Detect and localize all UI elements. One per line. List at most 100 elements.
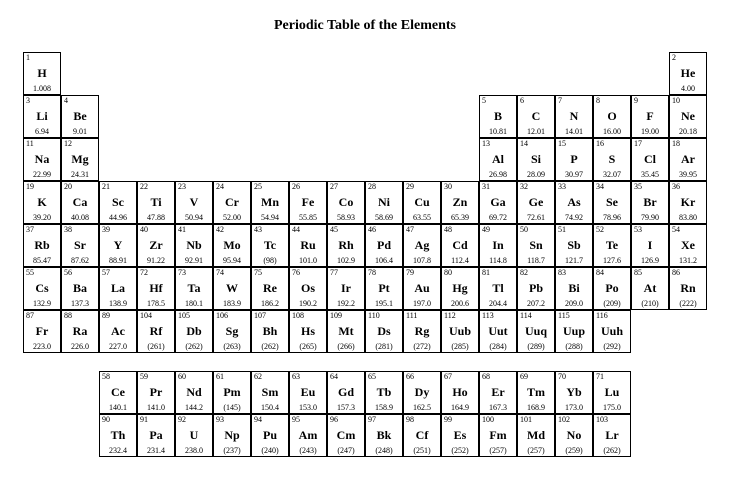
element-cell-Cf: 98Cf(251): [403, 414, 441, 457]
atomic-number: 77: [329, 269, 363, 277]
atomic-number: 80: [443, 269, 477, 277]
element-cell-Cm: 96Cm(247): [327, 414, 365, 457]
element-symbol: Hf: [139, 282, 173, 294]
atomic-mass: 28.09: [519, 170, 553, 180]
element-cell-O: 8O16.00: [593, 95, 631, 138]
element-cell-Uut: 113Uut(284): [479, 310, 517, 353]
element-cell-Hg: 80Hg200.6: [441, 267, 479, 310]
atomic-mass: 87.62: [63, 256, 97, 266]
element-symbol: Rh: [329, 239, 363, 251]
atomic-number: 57: [101, 269, 135, 277]
element-cell-Uuq: 114Uuq(289): [517, 310, 555, 353]
element-symbol: Db: [177, 325, 211, 337]
atomic-mass: 58.93: [329, 213, 363, 223]
atomic-mass: 190.2: [291, 299, 325, 309]
element-cell-Lr: 103Lr(262): [593, 414, 631, 457]
atomic-mass: 114.8: [481, 256, 515, 266]
atomic-mass: (210): [633, 299, 667, 309]
atomic-number: 81: [481, 269, 515, 277]
element-symbol: Os: [291, 282, 325, 294]
element-symbol: Fr: [25, 325, 59, 337]
atomic-number: 76: [291, 269, 325, 277]
element-cell-Br: 35Br79.90: [631, 181, 669, 224]
atomic-number: 48: [443, 226, 477, 234]
element-symbol: Cu: [405, 196, 439, 208]
element-cell-B: 5B10.81: [479, 95, 517, 138]
atomic-number: 69: [519, 373, 553, 381]
atomic-number: 54: [671, 226, 705, 234]
atomic-number: 88: [63, 312, 97, 320]
atomic-number: 42: [215, 226, 249, 234]
atomic-number: 16: [595, 140, 629, 148]
atomic-number: 91: [139, 416, 173, 424]
element-symbol: C: [519, 110, 553, 122]
element-cell-Fe: 26Fe55.85: [289, 181, 327, 224]
element-cell-Sn: 50Sn118.7: [517, 224, 555, 267]
element-symbol: B: [481, 110, 515, 122]
atomic-number: 8: [595, 97, 629, 105]
atomic-number: 24: [215, 183, 249, 191]
element-symbol: Rb: [25, 239, 59, 251]
element-symbol: Sb: [557, 239, 591, 251]
atomic-mass: 32.07: [595, 170, 629, 180]
element-symbol: No: [557, 429, 591, 441]
element-symbol: Sc: [101, 196, 135, 208]
element-cell-V: 23V50.94: [175, 181, 213, 224]
atomic-mass: 39.95: [671, 170, 705, 180]
atomic-mass: (209): [595, 299, 629, 309]
atomic-number: 29: [405, 183, 439, 191]
atomic-number: 47: [405, 226, 439, 234]
element-symbol: Fm: [481, 429, 515, 441]
atomic-mass: (98): [253, 256, 287, 266]
element-symbol: Nb: [177, 239, 211, 251]
atomic-mass: 35.45: [633, 170, 667, 180]
atomic-mass: (222): [671, 299, 705, 309]
element-cell-Np: 93Np(237): [213, 414, 251, 457]
element-cell-Gd: 64Gd157.3: [327, 371, 365, 414]
atomic-number: 27: [329, 183, 363, 191]
element-cell-U: 92U238.0: [175, 414, 213, 457]
element-symbol: Al: [481, 153, 515, 165]
atomic-number: 96: [329, 416, 363, 424]
element-symbol: Uub: [443, 325, 477, 337]
element-symbol: Lr: [595, 429, 629, 441]
element-symbol: Be: [63, 110, 97, 122]
atomic-number: 68: [481, 373, 515, 381]
element-symbol: Ca: [63, 196, 97, 208]
element-cell-Be: 4Be9.01: [61, 95, 99, 138]
element-symbol: Ti: [139, 196, 173, 208]
atomic-number: 52: [595, 226, 629, 234]
element-cell-Ta: 73Ta180.1: [175, 267, 213, 310]
atomic-mass: (248): [367, 446, 401, 456]
atomic-number: 55: [25, 269, 59, 277]
atomic-number: 50: [519, 226, 553, 234]
atomic-mass: 72.61: [519, 213, 553, 223]
atomic-number: 37: [25, 226, 59, 234]
atomic-mass: 107.8: [405, 256, 439, 266]
element-symbol: Hg: [443, 282, 477, 294]
atomic-mass: 78.96: [595, 213, 629, 223]
element-cell-As: 33As74.92: [555, 181, 593, 224]
atomic-mass: (288): [557, 342, 591, 352]
atomic-number: 12: [63, 140, 97, 148]
atomic-mass: 150.4: [253, 403, 287, 413]
element-cell-Th: 90Th232.4: [99, 414, 137, 457]
atomic-number: 1: [25, 54, 59, 62]
atomic-number: 30: [443, 183, 477, 191]
element-cell-Cl: 17Cl35.45: [631, 138, 669, 181]
atomic-number: 26: [291, 183, 325, 191]
element-symbol: Sg: [215, 325, 249, 337]
atomic-number: 114: [519, 312, 553, 320]
atomic-mass: 180.1: [177, 299, 211, 309]
atomic-number: 22: [139, 183, 173, 191]
element-symbol: V: [177, 196, 211, 208]
element-symbol: Te: [595, 239, 629, 251]
element-symbol: Ir: [329, 282, 363, 294]
element-cell-Cd: 48Cd112.4: [441, 224, 479, 267]
element-cell-Rb: 37Rb85.47: [23, 224, 61, 267]
atomic-mass: 209.0: [557, 299, 591, 309]
element-cell-Db: 105Db(262): [175, 310, 213, 353]
element-cell-S: 16S32.07: [593, 138, 631, 181]
element-cell-Bk: 97Bk(248): [365, 414, 403, 457]
element-cell-Tb: 65Tb158.9: [365, 371, 403, 414]
